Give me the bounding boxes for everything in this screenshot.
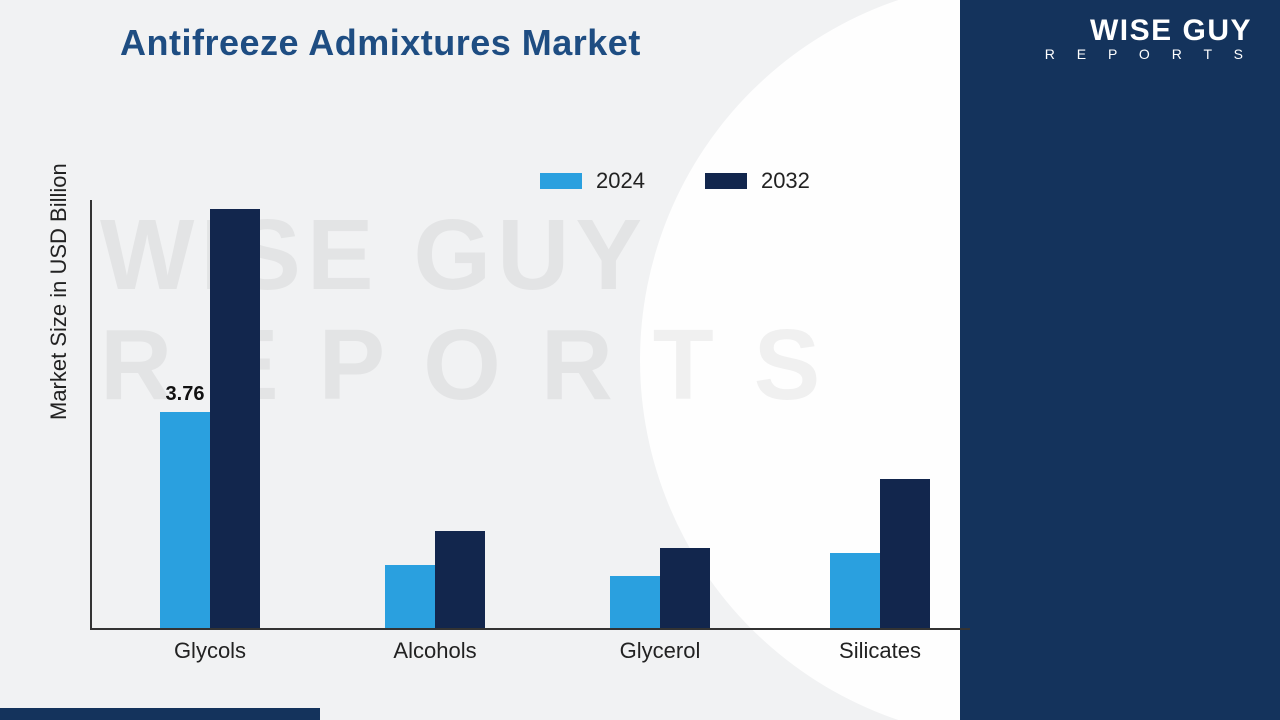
plot-area: 3.76Glycols Alcohols Glycerol Silicates [90, 200, 970, 630]
legend-swatch-2032 [705, 173, 747, 189]
category-label: Glycerol [620, 638, 701, 664]
legend-label-2024: 2024 [596, 168, 645, 194]
legend-label-2032: 2032 [761, 168, 810, 194]
bar-value-label: 3.76 [166, 383, 205, 406]
chart-canvas: WISE GUY R E P O R T S Antifreeze Admixt… [0, 0, 1280, 720]
bar [610, 576, 660, 628]
brand-logo: WISE GUY R E P O R T S [1045, 14, 1252, 62]
category-label: Silicates [839, 638, 921, 664]
bar [210, 209, 260, 628]
y-axis-line [90, 200, 92, 630]
bar [880, 479, 930, 628]
bar-group: 3.76Glycols [160, 209, 260, 628]
footer-strip [0, 708, 320, 720]
logo-line1: WISE GUY [1045, 14, 1252, 48]
chart-title: Antifreeze Admixtures Market [120, 22, 641, 64]
bar-group: Silicates [830, 479, 930, 628]
brand-side-panel [960, 0, 1280, 720]
category-label: Alcohols [393, 638, 476, 664]
bar [435, 531, 485, 628]
bar-group: Alcohols [385, 531, 485, 628]
bar [660, 548, 710, 628]
logo-line2: R E P O R T S [1045, 46, 1252, 62]
x-axis-line [90, 628, 970, 630]
bar-group: Glycerol [610, 548, 710, 628]
bar [385, 565, 435, 628]
legend-item-2032: 2032 [705, 168, 810, 194]
legend-swatch-2024 [540, 173, 582, 189]
legend: 2024 2032 [540, 168, 810, 194]
bar [830, 553, 880, 628]
category-label: Glycols [174, 638, 246, 664]
y-axis-label: Market Size in USD Billion [46, 163, 72, 420]
bar: 3.76 [160, 412, 210, 628]
legend-item-2024: 2024 [540, 168, 645, 194]
